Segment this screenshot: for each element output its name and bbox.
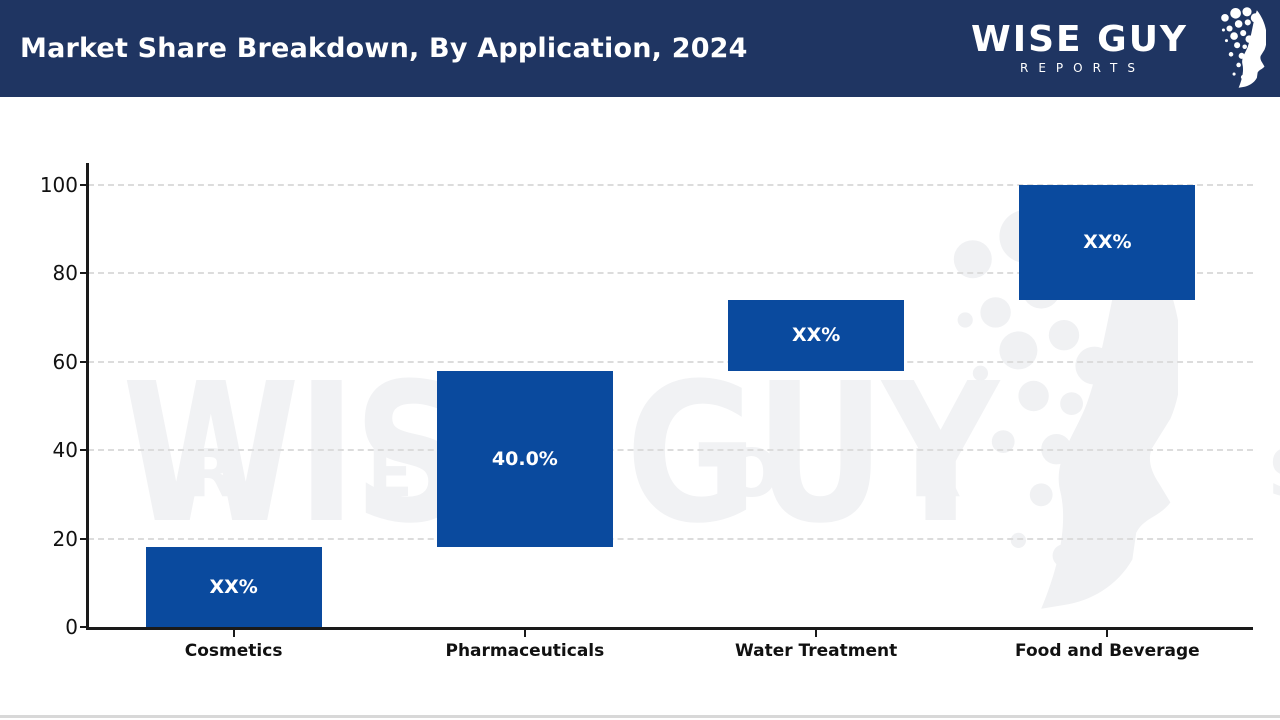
x-axis-tick xyxy=(815,629,818,637)
gridline-20 xyxy=(88,537,1253,540)
bar-food-and-beverage: XX% xyxy=(1019,185,1196,300)
bar-water-treatment: XX% xyxy=(728,299,905,371)
logo-text: WISE GUY REPORTS xyxy=(970,19,1188,76)
x-axis-category-label: Pharmaceuticals xyxy=(445,641,605,661)
bar-value-label: XX% xyxy=(1083,231,1132,254)
page-title: Market Share Breakdown, By Application, … xyxy=(20,33,748,64)
x-axis-tick xyxy=(523,629,526,637)
y-axis-tick xyxy=(80,360,88,363)
logo-subtext: REPORTS xyxy=(1019,61,1145,75)
y-axis-tick-label: 60 xyxy=(52,349,78,374)
bar-value-label: 40.0% xyxy=(491,448,558,471)
y-axis-tick xyxy=(80,184,88,186)
y-axis-tick-label: 0 xyxy=(65,615,78,639)
x-axis-category-label: Food and Beverage xyxy=(1015,641,1200,661)
chart-canvas: WISE GUY R E P O R T S 0 20 40 60 80 100 XX% Co… xyxy=(0,97,1280,720)
y-axis-tick xyxy=(80,449,88,452)
logo-wordmark: WISE GUY xyxy=(970,19,1188,60)
bar-value-label: XX% xyxy=(209,576,258,599)
bar-pharmaceuticals: 40.0% xyxy=(436,370,613,548)
y-axis-tick-label: 40 xyxy=(52,438,78,463)
gridline-40 xyxy=(88,449,1253,452)
bar-cosmetics: XX% xyxy=(145,547,322,627)
y-axis-tick-label: 80 xyxy=(52,261,78,286)
y-axis-tick xyxy=(80,626,88,628)
gridline-80 xyxy=(88,272,1253,275)
x-axis-line xyxy=(86,627,1253,630)
x-axis-tick xyxy=(232,629,235,637)
x-axis-category-label: Water Treatment xyxy=(734,641,898,661)
x-axis-tick xyxy=(1106,629,1109,637)
gridline-100 xyxy=(88,184,1253,186)
wise-guy-reports-logo: WISE GUY REPORTS xyxy=(971,6,1266,92)
y-axis-tick xyxy=(80,272,88,275)
bar-value-label: XX% xyxy=(791,324,841,347)
header-band: Market Share Breakdown, By Application, … xyxy=(0,0,1280,97)
gridline-60 xyxy=(88,360,1253,363)
footer-rule xyxy=(0,715,1280,718)
y-axis-tick-label: 20 xyxy=(52,526,78,551)
y-axis-tick-label: 100 xyxy=(39,173,78,197)
y-axis-tick xyxy=(80,537,88,540)
dotted-head-logo-icon xyxy=(1221,6,1266,88)
x-axis-category-label: Cosmetics xyxy=(184,641,283,661)
y-axis-line xyxy=(86,163,89,630)
